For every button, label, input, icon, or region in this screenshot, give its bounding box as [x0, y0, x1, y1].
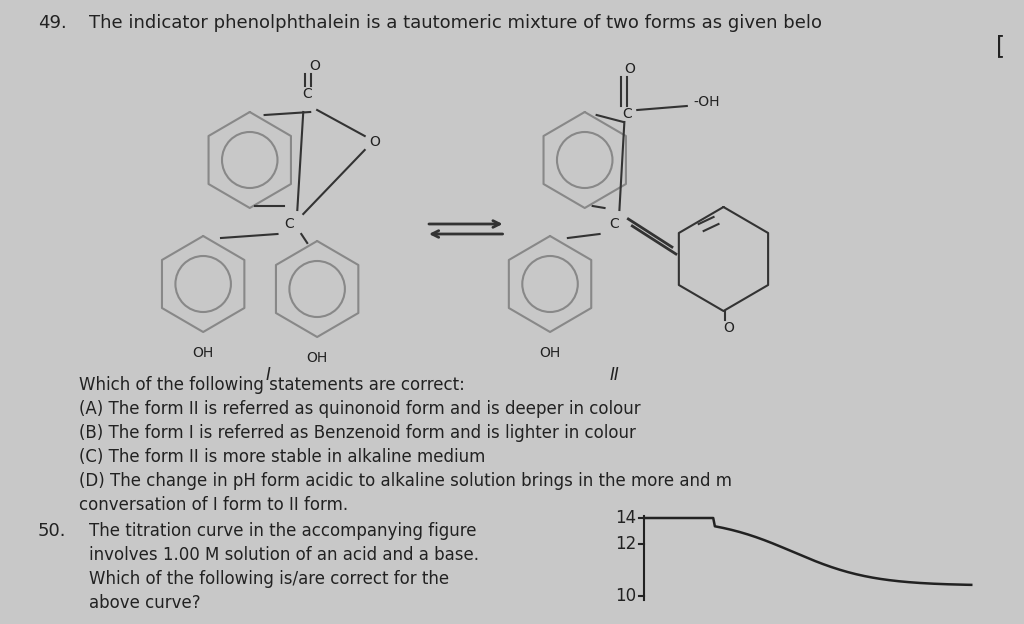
Text: conversation of I form to II form.: conversation of I form to II form. [79, 496, 348, 514]
Text: 14: 14 [615, 509, 636, 527]
Text: Which of the following statements are correct:: Which of the following statements are co… [79, 376, 465, 394]
Text: O: O [723, 321, 734, 335]
Text: (B) The form I is referred as Benzenoid form and is lighter in colour: (B) The form I is referred as Benzenoid … [79, 424, 636, 442]
Text: 10: 10 [615, 587, 636, 605]
Text: Which of the following is/are correct for the: Which of the following is/are correct fo… [89, 570, 450, 588]
Text: (C) The form II is more stable in alkaline medium: (C) The form II is more stable in alkali… [79, 448, 485, 466]
Text: [: [ [996, 34, 1006, 58]
Text: O: O [624, 62, 635, 76]
Text: involves 1.00 M solution of an acid and a base.: involves 1.00 M solution of an acid and … [89, 546, 479, 564]
Text: 50.: 50. [38, 522, 67, 540]
Text: O: O [309, 59, 321, 73]
Text: O: O [370, 135, 380, 149]
Text: OH: OH [306, 351, 328, 365]
Text: (A) The form II is referred as quinonoid form and is deeper in colour: (A) The form II is referred as quinonoid… [79, 400, 641, 418]
Text: The titration curve in the accompanying figure: The titration curve in the accompanying … [89, 522, 477, 540]
Text: (D) The change in pH form acidic to alkaline solution brings in the more and m: (D) The change in pH form acidic to alka… [79, 472, 732, 490]
Text: The indicator phenolphthalein is a tautomeric mixture of two forms as given belo: The indicator phenolphthalein is a tauto… [89, 14, 822, 32]
Text: above curve?: above curve? [89, 594, 201, 612]
Text: OH: OH [540, 346, 561, 360]
Text: I: I [265, 366, 270, 384]
Text: II: II [609, 366, 620, 384]
Text: -OH: -OH [693, 95, 720, 109]
Text: C: C [609, 217, 620, 231]
Text: 49.: 49. [38, 14, 67, 32]
Text: OH: OH [193, 346, 214, 360]
Text: C: C [623, 107, 632, 121]
Text: C: C [302, 87, 312, 101]
Text: C: C [285, 217, 294, 231]
Text: 12: 12 [615, 535, 636, 553]
